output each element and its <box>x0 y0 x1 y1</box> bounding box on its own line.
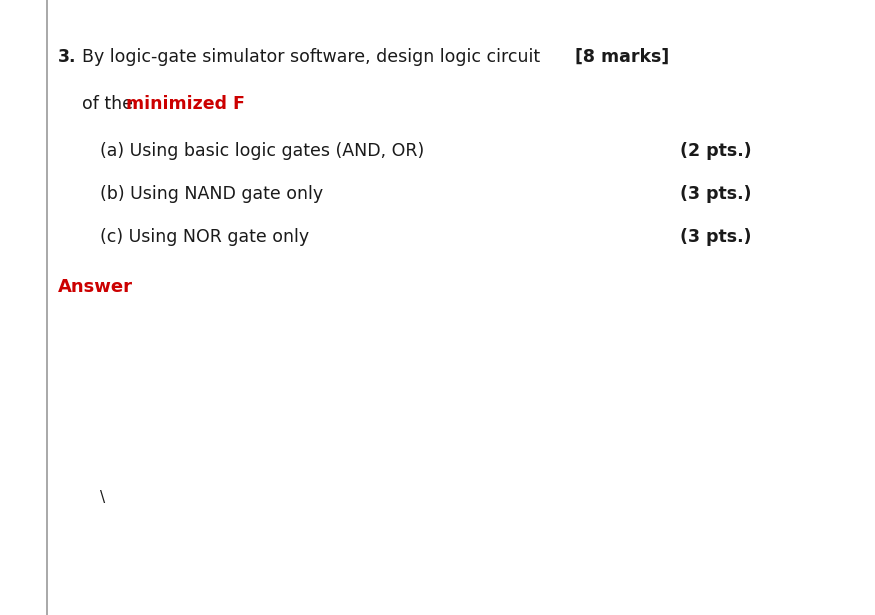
Text: (2 pts.): (2 pts.) <box>680 142 752 160</box>
Text: minimized F: minimized F <box>126 95 245 113</box>
Text: Answer: Answer <box>58 278 133 296</box>
Text: By logic-gate simulator software, design logic circuit: By logic-gate simulator software, design… <box>82 48 540 66</box>
Text: (c) Using NOR gate only: (c) Using NOR gate only <box>100 228 309 246</box>
Text: (3 pts.): (3 pts.) <box>680 185 752 203</box>
Text: (a) Using basic logic gates (AND, OR): (a) Using basic logic gates (AND, OR) <box>100 142 424 160</box>
Text: (b) Using NAND gate only: (b) Using NAND gate only <box>100 185 323 203</box>
Text: (3 pts.): (3 pts.) <box>680 228 752 246</box>
Text: \: \ <box>100 490 105 505</box>
Text: 3.: 3. <box>58 48 76 66</box>
Text: of the: of the <box>82 95 138 113</box>
Text: [8 marks]: [8 marks] <box>575 48 669 66</box>
